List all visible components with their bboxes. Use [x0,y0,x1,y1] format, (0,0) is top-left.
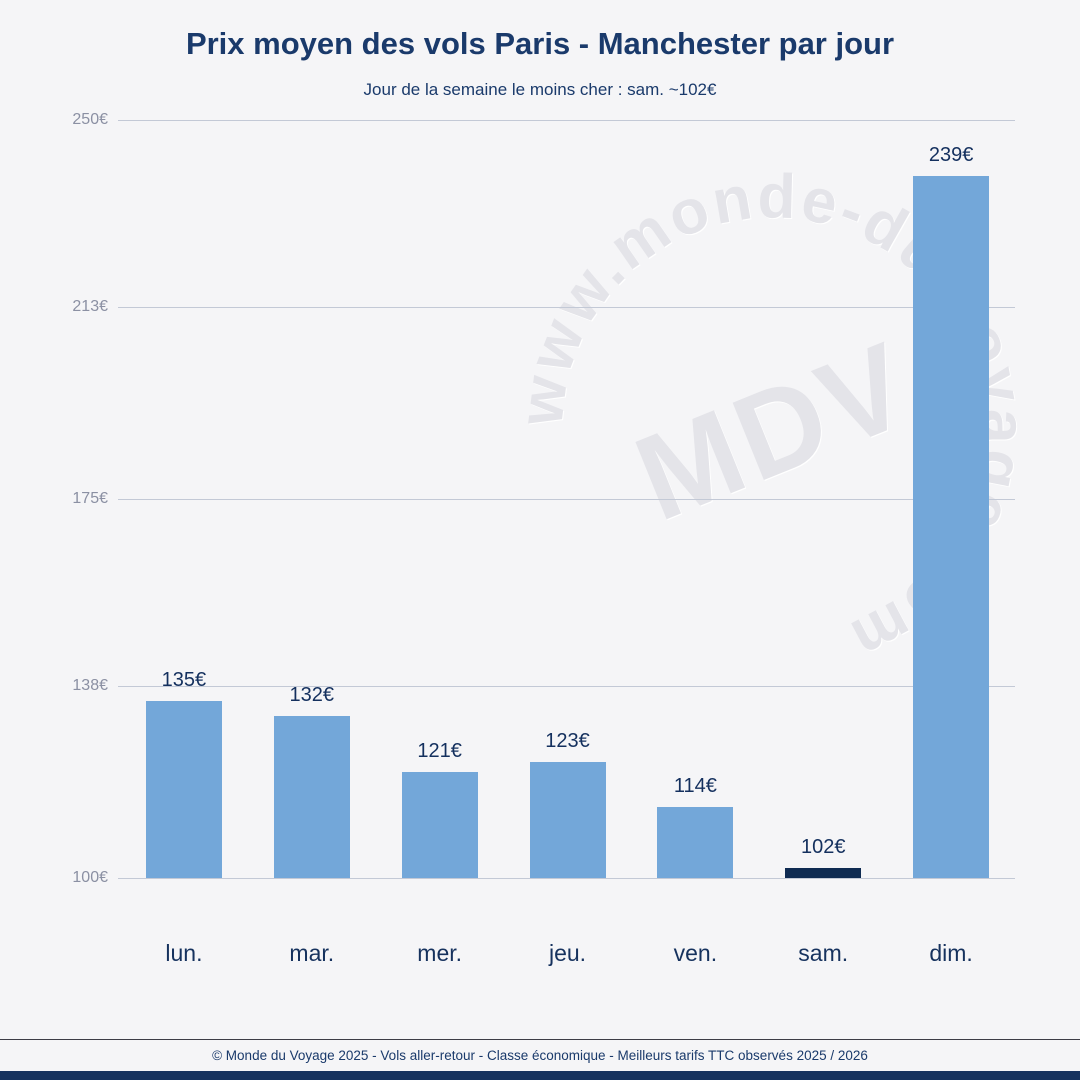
y-tick-label: 175€ [72,490,108,507]
y-tick-label: 213€ [72,297,108,315]
bar-value-label: 132€ [289,684,335,707]
gridline [118,685,1015,687]
x-tick-label: sam. [798,940,849,966]
footer: © Monde du Voyage 2025 - Vols aller-reto… [0,1039,1080,1071]
bar [657,807,734,878]
x-tick-label: dim. [929,940,973,966]
footer-divider [0,1039,1080,1040]
y-axis: 250€ 213€ 175€ 138€ 100€ [0,111,108,886]
bar-column: 132€ [248,120,376,878]
x-tick-label: jeu. [548,940,587,966]
bar [273,716,350,878]
gridline [118,120,1015,121]
bar-column: 102€ [759,120,887,878]
bar [785,867,862,878]
bar [913,175,990,878]
bar-column: 239€ [887,120,1015,878]
chart-title: Prix moyen des vols Paris - Manchester p… [185,26,895,61]
x-tick-label: lun. [165,940,203,966]
bar-column: 135€ [120,120,248,878]
bar-value-label: 135€ [161,669,207,692]
bar-value-label: 102€ [800,835,846,858]
y-tick-label: 250€ [72,111,108,128]
footer-text: © Monde du Voyage 2025 - Vols aller-reto… [212,1048,868,1063]
bar-column: 123€ [504,120,632,878]
chart-subtitle: Jour de la semaine le moins cher : sam. … [363,80,717,99]
x-tick-label: mar. [289,940,335,966]
gridline [118,878,1015,879]
y-tick-label: 100€ [72,869,108,886]
bar [145,701,222,878]
y-tick-label: 138€ [72,676,108,694]
x-tick-label: ven. [673,940,718,966]
plot-area: 135€ 132€ 121€ 123€ 114€ 102€ 239€ [118,120,1015,879]
x-tick-label: mer. [417,940,463,966]
bar-column: 114€ [631,120,759,878]
gridline [118,499,1015,500]
bar [401,771,478,878]
bar-value-label: 123€ [545,729,590,752]
bar-column: 121€ [376,120,504,878]
bar-value-label: 239€ [928,143,974,166]
gridline [118,306,1015,308]
bar-value-label: 114€ [673,775,717,798]
x-axis: lun. mar. mer. jeu. ven. sam. dim. [120,940,1015,967]
bottom-accent-bar [0,1071,1080,1080]
bar [529,761,606,878]
bar-value-label: 121€ [417,739,462,762]
bars: 135€ 132€ 121€ 123€ 114€ 102€ 239€ [120,120,1015,878]
